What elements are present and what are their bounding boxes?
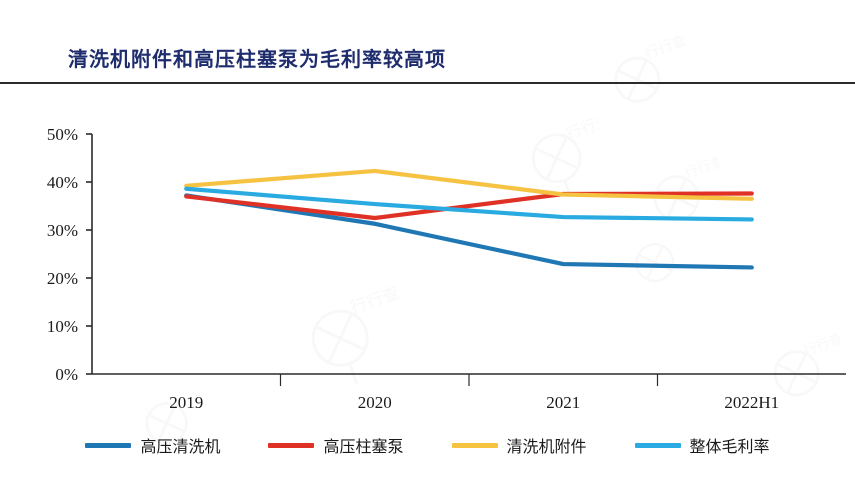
legend-item-label: 整体毛利率 <box>689 439 770 456</box>
y-axis-tick-label: 20% <box>47 269 78 288</box>
line-chart: 0% 10% 20% 30% 40% 50% 2019 2020 2021 2022H1 <box>47 125 846 412</box>
y-axis-tick-label: 30% <box>47 221 78 240</box>
series-line <box>184 191 754 221</box>
y-axis-ticks <box>86 133 92 375</box>
legend-item[interactable]: 高压柱塞泵 <box>268 433 404 457</box>
x-axis-tick-label: 2022H1 <box>724 393 779 412</box>
legend-item[interactable]: 整体毛利率 <box>634 433 770 457</box>
y-axis-tick-label: 40% <box>47 173 78 192</box>
series-line <box>184 193 754 270</box>
chart-legend: 高压清洗机 高压柱塞泵 清洗机附件 整体毛利率 <box>0 428 855 462</box>
legend-line-swatch-icon <box>634 442 681 448</box>
y-axis-tick-label: 0% <box>55 365 78 384</box>
y-axis-tick-labels: 0% 10% 20% 30% 40% 50% <box>47 125 78 384</box>
legend-item[interactable]: 高压清洗机 <box>85 433 220 457</box>
chart-title: 清洗机附件和高压柱塞泵为毛利率较高项 <box>68 49 446 71</box>
x-axis-category-dividers <box>279 374 659 386</box>
legend-item[interactable]: 清洗机附件 <box>451 433 587 457</box>
x-axis-tick-label: 2021 <box>546 393 580 412</box>
legend-line-swatch-icon <box>85 442 132 448</box>
y-axis-tick-label: 10% <box>47 317 78 336</box>
legend-item-label: 高压柱塞泵 <box>323 439 404 456</box>
series-line <box>184 186 754 222</box>
series-line <box>184 168 754 201</box>
y-axis-tick-label: 50% <box>47 125 78 144</box>
title-divider <box>0 82 855 84</box>
title-block: 清洗机附件和高压柱塞泵为毛利率较高项 <box>0 46 855 84</box>
legend-line-swatch-icon <box>451 442 498 448</box>
x-axis-tick-labels: 2019 2020 2021 2022H1 <box>169 393 779 412</box>
legend-item-label: 清洗机附件 <box>506 439 587 456</box>
x-axis-tick-label: 2019 <box>169 393 203 412</box>
legend-line-swatch-icon <box>268 442 315 448</box>
series-lines <box>184 168 754 270</box>
x-axis-tick-label: 2020 <box>358 393 392 412</box>
chart-plot-area: 0% 10% 20% 30% 40% 50% 2019 2020 2021 2022H1 <box>0 112 855 412</box>
legend-item-label: 高压清洗机 <box>140 439 221 456</box>
